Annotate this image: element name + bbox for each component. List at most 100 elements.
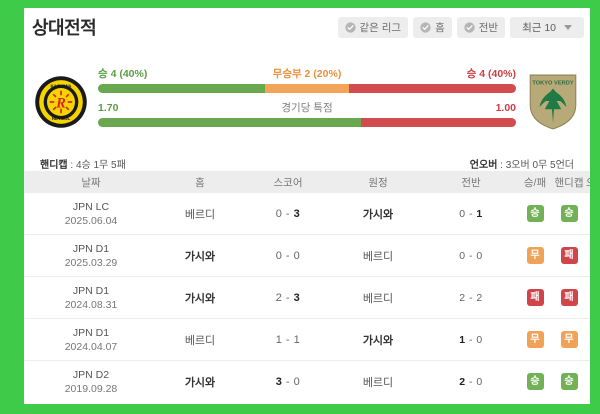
filter-chip-home[interactable]: 홈: [413, 16, 452, 38]
first-half-score: 1 - 0: [459, 333, 483, 346]
cell-handicap: 승: [552, 193, 586, 235]
record-bar-labels: 승 4 (40%) 무승부 2 (20%) 승 4 (40%): [98, 68, 516, 80]
record-bar: [98, 84, 516, 93]
match-history-header: 날짜 홈 스코어 원정 전반 승/패 핸디캡 오버/언더: [24, 171, 590, 193]
column-header-winloss: 승/패: [518, 171, 552, 193]
away-team-name: 가시와: [362, 334, 394, 347]
cell-away-team: 베르디: [316, 276, 434, 319]
match-date: 2019.09.28: [64, 382, 118, 395]
first-half-score: 2 - 2: [459, 291, 483, 304]
match-score: 2 - 3: [275, 291, 301, 304]
column-header-overunder: 오버/언더: [586, 171, 590, 193]
cell-home-team: 가시와: [146, 360, 260, 402]
svg-text:R: R: [55, 96, 66, 112]
svg-text:REYSOL: REYSOL: [52, 116, 71, 121]
first-half-score: 0 - 0: [459, 249, 483, 262]
home-team-name: 베르디: [184, 334, 216, 347]
chevron-down-icon: [564, 24, 572, 30]
cell-winloss: 무: [518, 234, 552, 277]
column-header-date: 날짜: [24, 171, 146, 193]
match-date: 2024.04.07: [64, 340, 118, 353]
home-team-name: 가시와: [184, 292, 216, 305]
match-score: 1 - 1: [275, 333, 301, 346]
first-half-score: 0 - 1: [459, 207, 483, 220]
winloss-badge: 승: [526, 373, 544, 390]
home-team-name: 가시와: [184, 376, 216, 389]
record-bar-row: 승 4 (40%) 무승부 2 (20%) 승 4 (40%): [98, 68, 516, 93]
cell-home-team: 베르디: [146, 318, 260, 361]
column-header-home: 홈: [146, 171, 260, 193]
tokyo-verdy-crest: TOKYO VERDY: [529, 74, 577, 130]
record-bar-win-segment: [98, 84, 266, 93]
cell-winloss: 승: [518, 193, 552, 235]
cell-score: 0 - 0: [260, 234, 316, 277]
cell-away-team: 베르디: [316, 360, 434, 402]
cell-home-team: 가시와: [146, 234, 260, 277]
filter-chip-home-label: 홈: [435, 21, 445, 34]
cell-winloss: 무: [518, 318, 552, 361]
head-to-head-card: 상대전적 같은 리그 홈: [24, 8, 590, 404]
column-header-handicap: 핸디캡: [552, 171, 586, 193]
cell-home-team: 베르디: [146, 193, 260, 235]
cell-overunder: O: [586, 193, 590, 235]
check-circle-icon: [420, 21, 431, 33]
handicap-badge: 승: [560, 205, 578, 222]
goals-bar-row: 1.70 경기당 특점 1.00: [98, 102, 516, 127]
record-away-win-label: 승 4 (40%): [466, 68, 516, 80]
cell-away-team: 가시와: [316, 193, 434, 235]
cell-overunder: U: [586, 234, 590, 277]
column-header-firsthalf: 전반: [434, 171, 518, 193]
goals-bar-labels: 1.70 경기당 특점 1.00: [98, 102, 516, 114]
stat-bars: 승 4 (40%) 무승부 2 (20%) 승 4 (40%) 1.70 경기당…: [90, 68, 524, 136]
cell-score: 2 - 3: [260, 276, 316, 319]
card-header: 상대전적 같은 리그 홈: [24, 8, 590, 46]
cell-date: JPN D1 2024.04.07: [24, 318, 146, 361]
record-bar-draw-segment: [265, 84, 349, 93]
recent-count-dropdown[interactable]: 최근 10: [510, 16, 584, 38]
filter-chip-first-half[interactable]: 전반: [456, 16, 506, 38]
cell-score: 3 - 0: [260, 360, 316, 402]
record-home-win-label: 승 4 (40%): [98, 68, 148, 80]
page-title: 상대전적: [32, 18, 97, 38]
filter-chip-same-league[interactable]: 같은 리그: [337, 16, 409, 38]
cell-first-half-score: 0 - 0: [434, 234, 518, 277]
cell-home-team: 가시와: [146, 276, 260, 319]
filter-chip-group: 같은 리그 홈 전반 최근 10: [337, 16, 584, 38]
winloss-badge: 패: [526, 289, 544, 306]
cell-winloss: 패: [518, 276, 552, 319]
filter-chip-first-half-label: 전반: [478, 21, 499, 34]
cell-first-half-score: 0 - 1: [434, 193, 518, 235]
record-bar-loss-segment: [348, 84, 516, 93]
cell-handicap: 무: [552, 318, 586, 361]
handicap-badge: 승: [560, 373, 578, 390]
goals-away-value: 1.00: [495, 102, 516, 114]
home-team-name: 베르디: [184, 208, 216, 221]
check-circle-icon: [464, 21, 475, 33]
cell-winloss: 승: [518, 360, 552, 402]
summary-footnotes: 핸디캡 : 4승 1무 5패 언오버 : 3오버 0무 5언더: [24, 154, 590, 171]
cell-away-team: 가시와: [316, 318, 434, 361]
underover-summary-separator: :: [497, 160, 506, 171]
away-team-name: 가시와: [362, 208, 394, 221]
column-header-score: 스코어: [260, 171, 316, 193]
match-league: JPN D1: [72, 242, 110, 255]
first-half-score: 2 - 0: [459, 375, 483, 388]
goals-bar-away-segment: [361, 118, 516, 127]
cell-away-team: 베르디: [316, 234, 434, 277]
cell-first-half-score: 2 - 2: [434, 276, 518, 319]
check-circle-icon: [344, 21, 356, 33]
underover-summary: 언오버 : 3오버 0무 5언더: [126, 156, 574, 171]
goals-bar: [98, 118, 516, 127]
cell-score: 0 - 3: [260, 193, 316, 235]
away-team-name: 베르디: [362, 250, 394, 263]
handicap-summary-separator: :: [67, 160, 76, 171]
match-league: JPN D1: [72, 326, 110, 339]
table-header-row: 날짜 홈 스코어 원정 전반 승/패 핸디캡 오버/언더: [24, 171, 590, 193]
goals-bar-home-segment: [98, 118, 362, 127]
